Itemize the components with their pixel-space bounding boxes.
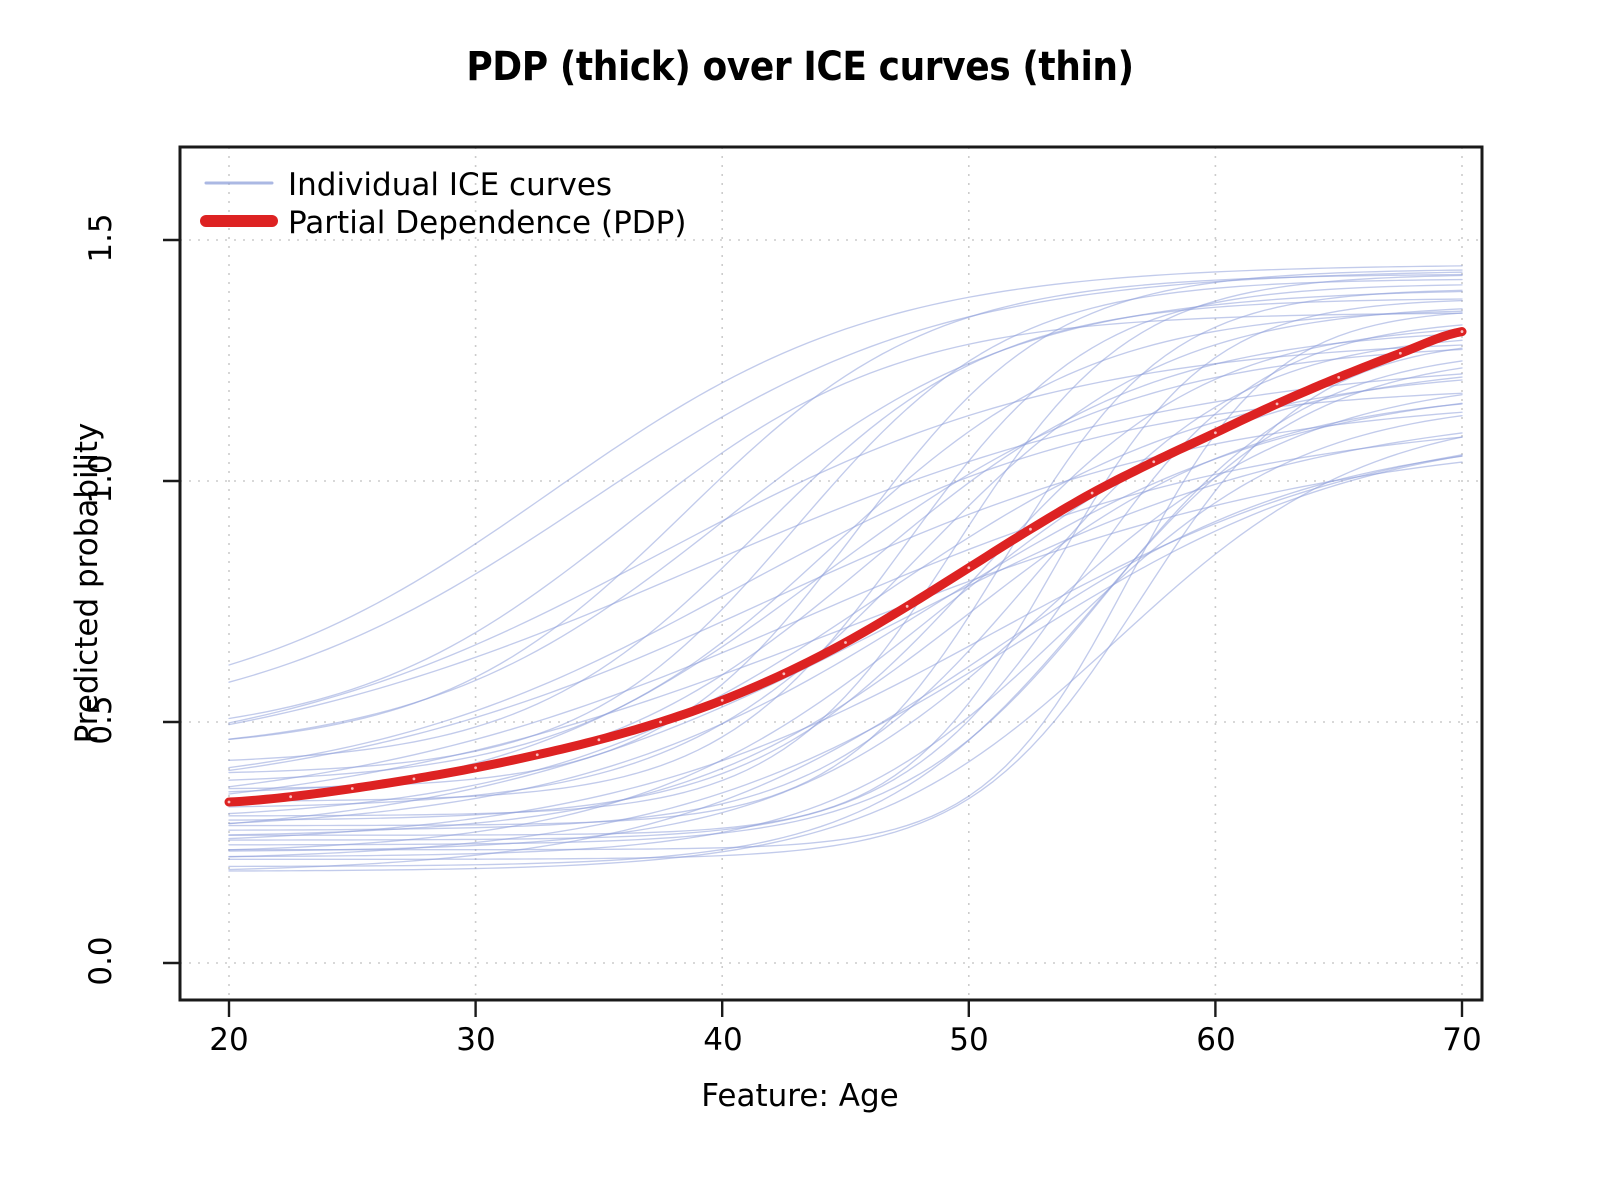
legend <box>200 181 278 227</box>
grid-lines <box>180 147 1482 1000</box>
pdp-marker <box>1275 402 1279 406</box>
ice-curve <box>228 393 1463 852</box>
pdp-marker <box>905 604 909 608</box>
ice-curve <box>228 298 1463 761</box>
pdp-marker <box>227 800 231 804</box>
pdp-marker <box>350 787 354 790</box>
y-tick-label: 1.0 <box>83 454 119 504</box>
ice-curve <box>228 310 1463 781</box>
pdp-marker <box>1090 491 1094 495</box>
x-axis-label: Feature: Age <box>701 1078 899 1114</box>
ice-curve <box>228 436 1463 788</box>
ice-curve <box>228 312 1463 851</box>
ice-curve <box>228 274 1463 817</box>
pdp-marker <box>1029 527 1032 531</box>
page-title: PDP (thick) over ICE curves (thin) <box>466 44 1134 90</box>
x-tick-label: 60 <box>1196 1022 1236 1058</box>
legend-label-pdp: Partial Dependence (PDP) <box>288 205 687 241</box>
ice-curve <box>228 414 1463 858</box>
ice-curve <box>228 461 1463 795</box>
ice-curve <box>228 411 1463 772</box>
tick-marks <box>163 238 1464 1017</box>
ice-curve <box>228 284 1463 802</box>
x-tick-label: 40 <box>703 1022 743 1058</box>
ice-curve <box>228 324 1463 841</box>
pdp-marker <box>1460 330 1464 333</box>
ice-curve <box>228 289 1463 827</box>
pdp-marker <box>720 698 724 702</box>
ice-curve <box>228 360 1463 846</box>
legend-label-ice: Individual ICE curves <box>288 167 613 203</box>
x-tick-label: 20 <box>209 1022 249 1058</box>
pdp-marker <box>597 738 601 742</box>
ice-curve <box>228 455 1463 858</box>
ice-curve <box>228 454 1463 840</box>
pdp-marker <box>782 672 786 676</box>
pdp-marker <box>412 777 416 781</box>
pdp-marker <box>967 566 971 570</box>
ice-curve <box>228 367 1463 868</box>
ice-curves-group <box>228 265 1463 872</box>
x-tick-label: 30 <box>456 1022 496 1058</box>
ice-curve <box>228 278 1463 774</box>
ice-curve <box>228 271 1463 683</box>
x-tick-label: 50 <box>949 1022 989 1058</box>
ice-curve <box>228 432 1463 825</box>
y-tick-label: 0.0 <box>83 936 119 986</box>
axes-box <box>178 145 1484 1002</box>
ice-curve <box>228 339 1463 831</box>
pdp-marker <box>474 766 477 770</box>
x-tick-label: 70 <box>1442 1022 1482 1058</box>
y-tick-label: 0.5 <box>83 695 119 745</box>
ice-curve <box>228 455 1463 871</box>
ice-curve <box>228 269 1463 790</box>
pdp-marker <box>659 720 662 724</box>
pdp-marker <box>1152 460 1156 464</box>
ice-curve <box>228 436 1463 872</box>
pdp-marker <box>289 795 293 799</box>
axes-frame <box>178 145 1484 1002</box>
pdp-marker <box>535 753 539 757</box>
pdp-marker <box>1337 375 1341 379</box>
pdp-marker <box>1214 431 1217 435</box>
ice-curve <box>228 308 1463 808</box>
ice-curve <box>228 373 1463 726</box>
y-tick-label: 1.5 <box>83 213 119 263</box>
pdp-curve-group <box>224 327 1467 807</box>
pdp-marker <box>844 641 847 644</box>
ice-curve <box>228 312 1463 720</box>
ice-curve <box>228 344 1463 724</box>
ice-curve <box>228 265 1463 666</box>
ice-curve <box>228 290 1463 740</box>
pdp-marker <box>1398 351 1402 355</box>
